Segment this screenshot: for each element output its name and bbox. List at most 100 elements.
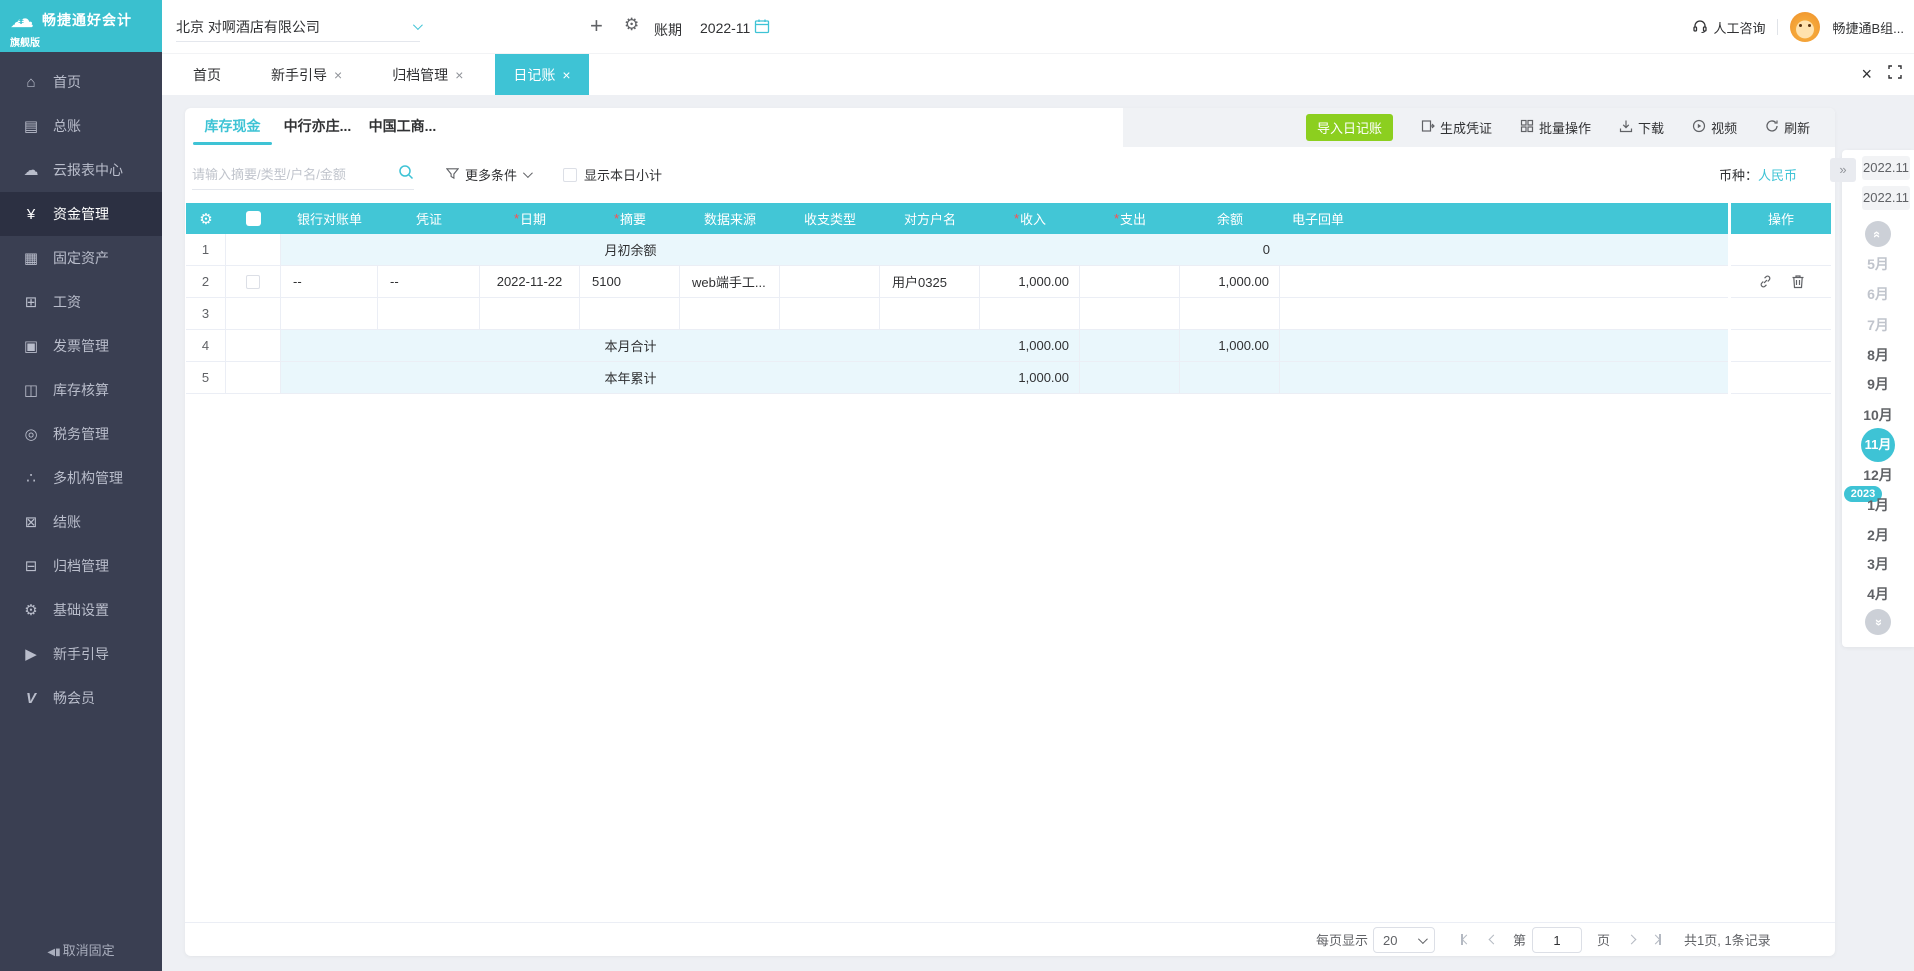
collapse-panel-icon[interactable]: » (1830, 158, 1856, 182)
user-name[interactable]: 畅捷通B组... (1832, 20, 1904, 36)
tab-journal[interactable]: 日记账 × (495, 54, 589, 95)
tab-home[interactable]: 首页 (193, 66, 221, 83)
import-journal-button[interactable]: 导入日记账 (1306, 114, 1394, 141)
checkbox[interactable] (246, 274, 260, 289)
sidebar-item-home[interactable]: ⌂ 首页 (0, 60, 162, 104)
cell-voucher[interactable]: -- (378, 266, 480, 297)
subtab-bank-icbc[interactable]: 中国工商... (368, 118, 437, 134)
cell-income-expense-type[interactable] (780, 266, 880, 297)
company-select[interactable]: 北京 对啊酒店有限公司 (176, 12, 423, 42)
tab-beginner-guide[interactable]: 新手引导 × (271, 66, 343, 83)
first-page-button[interactable] (1461, 934, 1471, 945)
prev-page-button[interactable] (1488, 934, 1499, 945)
cell-date[interactable]: 2022-11-22 (480, 266, 580, 297)
sidebar-item-archive[interactable]: ⊟ 归档管理 (0, 544, 162, 588)
sidebar-item-payroll[interactable]: ⊞ 工资 (0, 280, 162, 324)
table-row-empty[interactable]: 3 (186, 298, 1728, 330)
calendar-icon[interactable] (754, 18, 770, 39)
month-item-november-selected[interactable]: 11月 (1861, 428, 1895, 462)
header-expense[interactable]: 支出 (1080, 203, 1180, 234)
currency-value[interactable]: 人民币 (1757, 168, 1797, 183)
cell-summary[interactable]: 5100 (580, 266, 680, 297)
month-item-october[interactable]: 10月 (1863, 407, 1893, 423)
month-item-july[interactable]: 7月 (1867, 317, 1889, 333)
header-date[interactable]: 日期 (480, 203, 580, 234)
close-icon[interactable]: × (455, 66, 464, 83)
last-page-button[interactable] (1650, 934, 1661, 945)
month-item-february[interactable]: 2月 (1867, 527, 1889, 543)
cell-e-receipt[interactable] (1280, 266, 1728, 297)
refresh-button[interactable]: 刷新 (1765, 118, 1810, 137)
month-item-march[interactable]: 3月 (1867, 556, 1889, 572)
header-income[interactable]: 收入 (980, 203, 1080, 234)
delete-trash-icon[interactable] (1791, 274, 1805, 289)
cell-bank-statement[interactable]: -- (281, 266, 378, 297)
month-item-april[interactable]: 4月 (1867, 586, 1889, 602)
sidebar-item-closing[interactable]: ⊠ 结账 (0, 500, 162, 544)
next-page-button[interactable] (1626, 934, 1637, 945)
header-bank-statement[interactable]: 银行对账单 (296, 212, 362, 227)
close-icon[interactable]: × (334, 66, 343, 83)
sidebar-item-cloud-reports[interactable]: ☁ 云报表中心 (23, 162, 124, 179)
fullscreen-icon[interactable] (1888, 65, 1902, 84)
opening-balance-label: 月初余额 (281, 234, 980, 265)
table-row-entry[interactable]: 2 -- -- 2022-11-22 5100 web端手工... 用户0325… (186, 266, 1728, 298)
sidebar-item-basic-settings[interactable]: ⚙ 基础设置 (0, 588, 162, 632)
scroll-down-icon[interactable]: « (1865, 609, 1891, 635)
scroll-up-icon[interactable]: « (1865, 221, 1891, 247)
close-icon[interactable]: × (562, 66, 571, 83)
header-summary[interactable]: 摘要 (580, 203, 680, 234)
header-data-source[interactable]: 数据来源 (703, 212, 756, 227)
month-item-may[interactable]: 5月 (1867, 256, 1889, 272)
search-icon[interactable] (398, 164, 414, 185)
sidebar-item-member[interactable]: V 畅会员 (0, 676, 162, 720)
cell-counterparty[interactable]: 用户0325 (880, 266, 980, 297)
cell-income[interactable]: 1,000.00 (980, 266, 1080, 297)
search-input[interactable] (192, 167, 398, 182)
page-number-input[interactable] (1532, 927, 1582, 953)
cell-expense[interactable] (1080, 266, 1180, 297)
header-voucher[interactable]: 凭证 (415, 212, 442, 227)
header-balance[interactable]: 余额 (1216, 212, 1243, 227)
tab-archive[interactable]: 归档管理 × (392, 66, 464, 83)
header-e-receipt[interactable]: 电子回单 (1292, 212, 1345, 227)
subtab-bank-boc[interactable]: 中行亦庄... (283, 118, 352, 134)
close-all-icon[interactable]: × (1861, 64, 1872, 84)
currency-selector: 币种：人民币 (1718, 168, 1797, 183)
sidebar-item-tax-management[interactable]: ◎ 税务管理 (0, 412, 162, 456)
show-daily-subtotal-checkbox[interactable]: 显示本日小计 (563, 165, 662, 184)
month-item-january[interactable]: 1月 (1867, 497, 1889, 513)
header-income-expense-type[interactable]: 收支类型 (803, 212, 856, 227)
month-item-september[interactable]: 9月 (1867, 376, 1889, 392)
batch-operations-button[interactable]: 批量操作 (1520, 118, 1591, 137)
unpin-sidebar-button[interactable]: ◀▮ 取消固定 (47, 943, 115, 958)
cell-data-source[interactable]: web端手工... (680, 266, 780, 297)
column-settings-gear[interactable]: ⚙ (186, 203, 226, 234)
sidebar-item-beginner-guide[interactable]: ▶ 新手引导 (0, 632, 162, 676)
gear-icon[interactable]: ⚙ (624, 15, 640, 34)
attachment-link-icon[interactable] (1758, 274, 1773, 289)
select-all-checkbox[interactable] (226, 203, 281, 234)
sidebar-item-invoice-management[interactable]: ▣ 发票管理 (23, 338, 109, 355)
month-item-june[interactable]: 6月 (1867, 286, 1889, 302)
subtab-cash[interactable]: 库存现金 (190, 108, 275, 147)
sidebar-item-fixed-assets[interactable]: ▦ 固定资产 (23, 250, 109, 267)
row-checkbox[interactable] (226, 266, 281, 297)
period-value[interactable]: 2022-11 (700, 20, 751, 36)
add-account-button[interactable]: + (590, 13, 603, 38)
more-conditions-button[interactable]: 更多条件 (445, 165, 533, 184)
video-button[interactable]: 视频 (1692, 118, 1737, 137)
header-counterparty[interactable]: 对方户名 (903, 212, 956, 227)
download-button[interactable]: 下载 (1619, 118, 1664, 137)
sidebar-item-multi-org[interactable]: ∴ 多机构管理 (0, 456, 162, 500)
per-page-select[interactable]: 20 (1373, 927, 1435, 953)
sidebar-item-inventory-accounting[interactable]: ◫ 库存核算 (23, 382, 109, 399)
user-avatar[interactable] (1790, 12, 1821, 42)
checkbox[interactable] (563, 167, 577, 182)
sidebar-item-funds-management[interactable]: ¥ 资金管理 (0, 192, 162, 236)
generate-voucher-button[interactable]: 生成凭证 (1421, 118, 1492, 137)
month-item-december[interactable]: 12月 (1863, 467, 1893, 483)
sidebar-item-general-ledger[interactable]: ▤ 总账 (23, 118, 81, 135)
support-button[interactable]: 人工咨询 (1692, 18, 1765, 37)
month-item-august[interactable]: 8月 (1867, 347, 1889, 363)
